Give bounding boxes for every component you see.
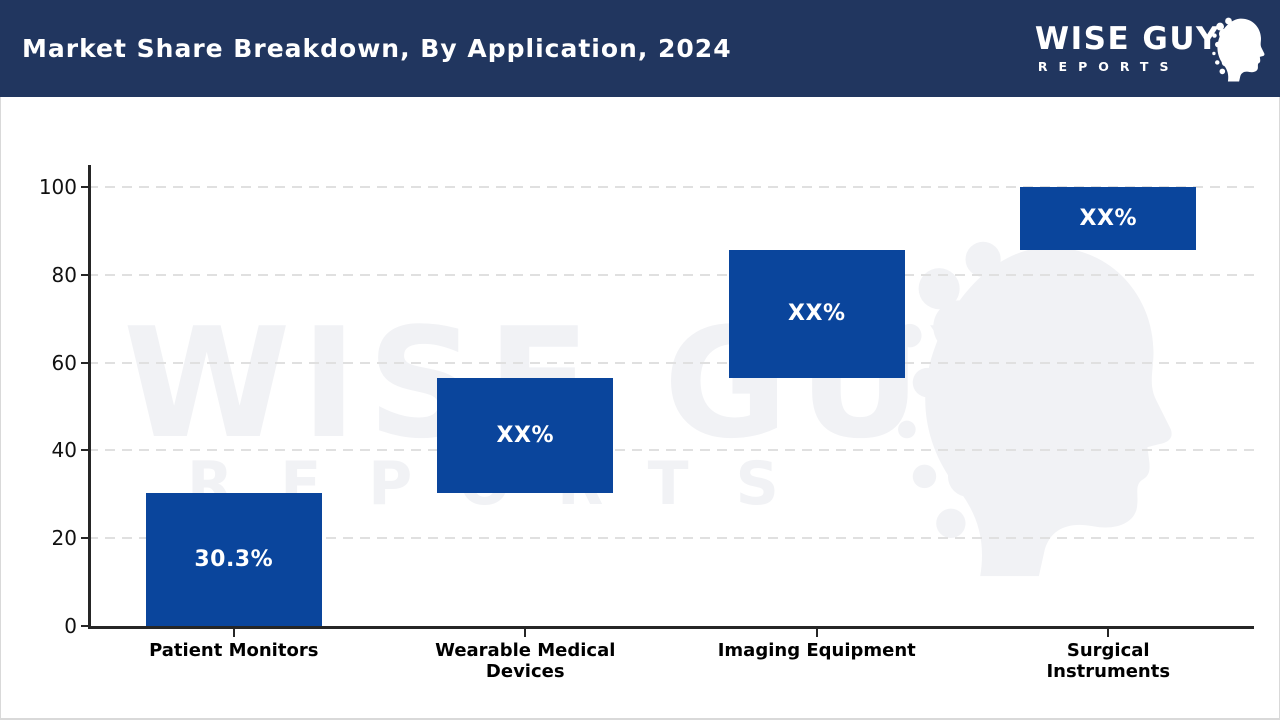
- x-tick-2: [815, 628, 818, 637]
- y-tick-20: [81, 537, 88, 540]
- y-tick-80: [81, 273, 88, 276]
- y-tick-label-20: 20: [51, 526, 77, 551]
- gridline-100: [88, 186, 1254, 188]
- y-tick-0: [81, 625, 88, 627]
- y-tick-label-40: 40: [51, 438, 77, 463]
- brand-wordmark: WISE GUY: [1034, 21, 1220, 58]
- bar-value-label: XX%: [1079, 205, 1137, 231]
- header-bar: Market Share Breakdown, By Application, …: [0, 0, 1280, 97]
- y-tick-label-80: 80: [51, 262, 77, 287]
- bar-imaging-equipment: XX%: [728, 249, 905, 378]
- bar-patient-monitors: 30.3%: [145, 492, 322, 626]
- x-tick-3: [1107, 628, 1110, 637]
- brand-head-icon: [1210, 11, 1266, 87]
- bar-value-label: XX%: [496, 422, 554, 448]
- x-axis-line: [88, 626, 1254, 629]
- y-tick-label-60: 60: [51, 350, 77, 375]
- gridline-60: [88, 361, 1254, 364]
- y-axis-line: [88, 165, 91, 629]
- y-tick-60: [81, 361, 88, 364]
- gridline-40: [88, 449, 1254, 452]
- y-tick-label-0: 0: [64, 614, 77, 638]
- chart-panel: WISE GUY REPORTS 02040608010030.3%Patien…: [0, 97, 1280, 720]
- page-title: Market Share Breakdown, By Application, …: [22, 34, 732, 63]
- category-label-1: Wearable Medical Devices: [435, 640, 616, 683]
- gridline-80: [88, 273, 1254, 276]
- category-label-0: Patient Monitors: [149, 640, 319, 661]
- brand-logo: WISE GUY REPORTS: [1035, 11, 1266, 87]
- y-tick-label-100: 100: [38, 175, 77, 199]
- y-tick-40: [81, 449, 88, 452]
- bar-value-label: 30.3%: [194, 546, 274, 572]
- category-label-3: Surgical Instruments: [1046, 640, 1171, 683]
- category-label-2: Imaging Equipment: [717, 640, 916, 661]
- y-tick-100: [81, 186, 88, 188]
- watermark-head-icon: [885, 230, 1181, 582]
- brand-subtitle: REPORTS: [1037, 58, 1180, 74]
- bar-wearable-medical-devices: XX%: [437, 377, 614, 493]
- bar-surgical-instruments: XX%: [1020, 187, 1197, 250]
- bar-value-label: XX%: [788, 301, 846, 327]
- gridline-20: [88, 537, 1254, 540]
- x-tick-1: [524, 628, 527, 637]
- x-tick-0: [232, 628, 235, 637]
